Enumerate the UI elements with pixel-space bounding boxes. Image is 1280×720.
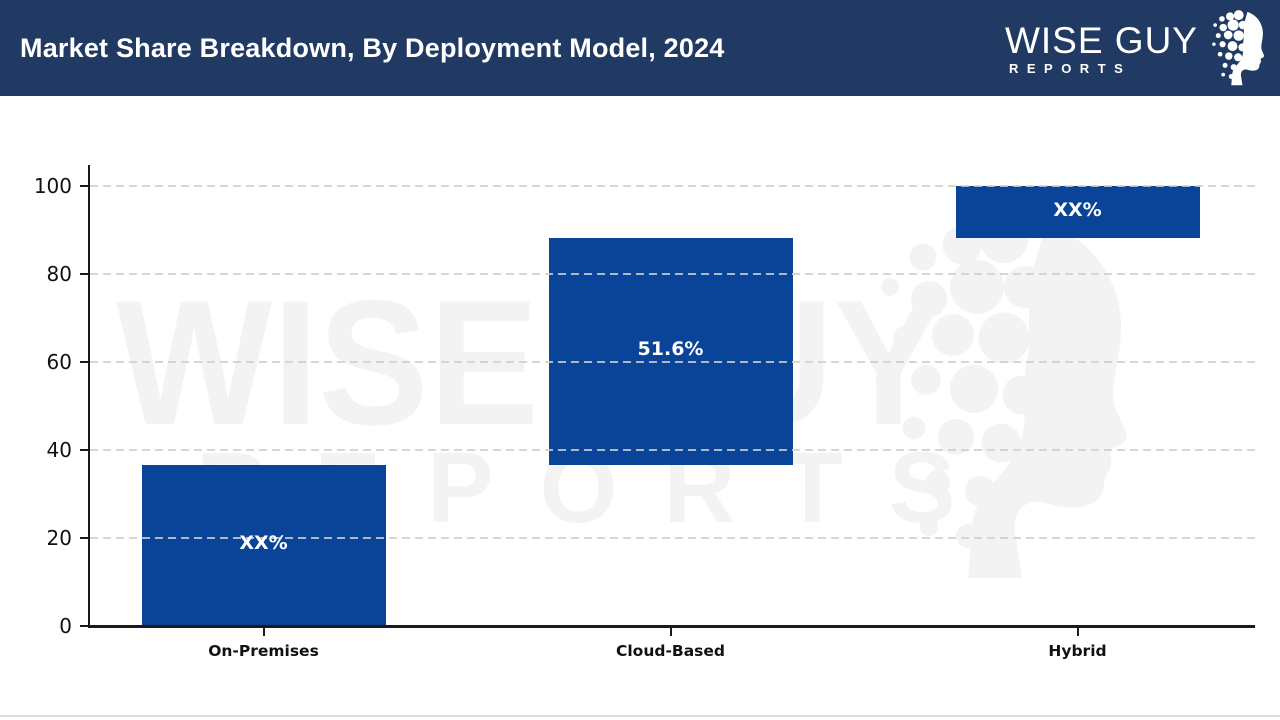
x-axis-line [88,625,1255,628]
x-tickmark-2 [669,628,672,636]
y-tick-label-100: 100 [33,174,72,198]
watermark-wordmark: WISE GUY [116,263,944,462]
logo-subtext: REPORTS [1008,60,1132,76]
bar-value-label: XX% [1053,198,1102,221]
x-category-label-1: On-Premises [208,642,319,660]
bar-value-label: 51.6% [637,338,704,361]
header-bar: Market Share Breakdown, By Deployment Mo… [0,0,1280,96]
brand-logo: WISE GUY REPORTS [1005,10,1280,86]
gridline-40 [90,449,1255,451]
x-category-label-3: Hybrid [1048,642,1107,660]
y-tick-label-80: 80 [46,262,72,286]
x-category-label-2: Cloud-Based [615,642,725,660]
bar-value-label: XX% [239,532,288,555]
y-tickmark-60 [80,361,88,363]
y-tickmark-40 [80,449,88,451]
y-tick-label-0: 0 [59,614,72,638]
y-tick-label-40: 40 [46,438,72,462]
y-tick-label-20: 20 [46,526,72,550]
y-tickmark-100 [80,185,88,187]
bar-cloud-based [548,237,793,465]
y-tickmark-0 [80,625,88,627]
logo-head-icon [1204,10,1266,86]
chart-title: Market Share Breakdown, By Deployment Mo… [20,32,725,63]
y-axis-line [88,165,90,628]
bottom-rule [0,715,1280,717]
gridline-100 [90,185,1255,187]
y-tick-label-60: 60 [46,350,72,374]
bar-on-premises [141,464,386,626]
gridline-20 [90,537,1255,539]
gridline-80 [90,273,1255,275]
y-tickmark-20 [80,537,88,539]
gridline-60 [90,361,1255,363]
watermark-head-icon [836,218,1136,578]
x-tickmark-3 [1076,628,1079,636]
logo-wordmark: WISE GUY [1004,19,1198,61]
brand-logo-text: WISE GUY REPORTS [1005,22,1198,75]
x-tickmark-1 [262,628,265,636]
y-tickmark-80 [80,273,88,275]
chart-area: WISE GUY REPORTS XX% 51.6% XX% 0 20 40 60 80 100… [0,96,1280,720]
